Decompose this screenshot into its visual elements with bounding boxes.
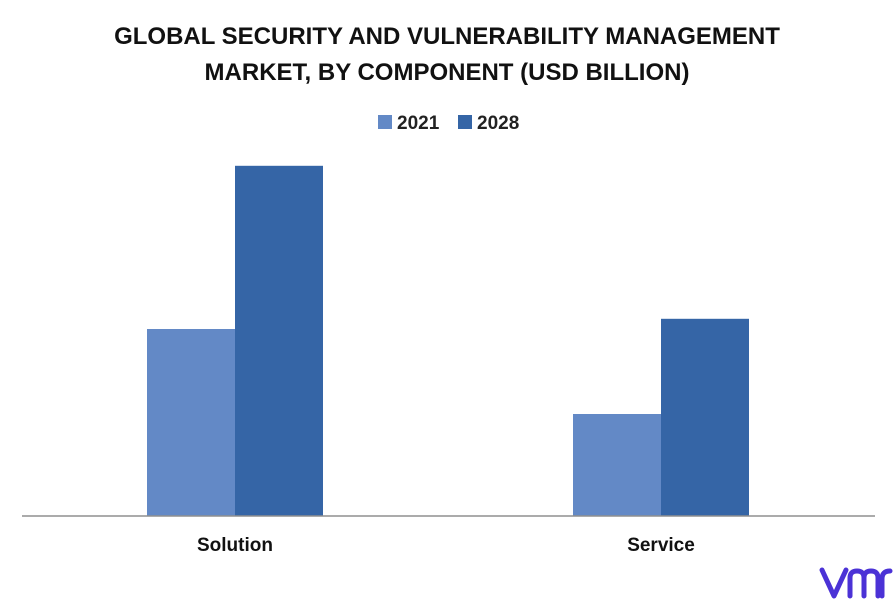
bars-group — [147, 165, 749, 517]
legend-swatch-2021 — [378, 115, 392, 129]
chart-title-line-1: GLOBAL SECURITY AND VULNERABILITY MANAGE… — [114, 23, 780, 50]
vmr-logo — [819, 567, 893, 599]
category-label-service: Service — [627, 535, 695, 556]
chart-title-line-2: MARKET, BY COMPONENT (USD BILLION) — [205, 59, 690, 86]
legend: 2021 2028 — [378, 113, 519, 134]
legend-swatch-2028 — [458, 115, 472, 129]
category-label-solution: Solution — [197, 535, 273, 556]
bar-service-2028 — [661, 318, 749, 516]
legend-label-2021: 2021 — [397, 113, 440, 134]
bar-solution-2021 — [147, 329, 235, 516]
legend-label-2028: 2028 — [477, 113, 519, 134]
bar-solution-2028 — [235, 165, 323, 517]
bar-service-2021 — [573, 414, 661, 516]
